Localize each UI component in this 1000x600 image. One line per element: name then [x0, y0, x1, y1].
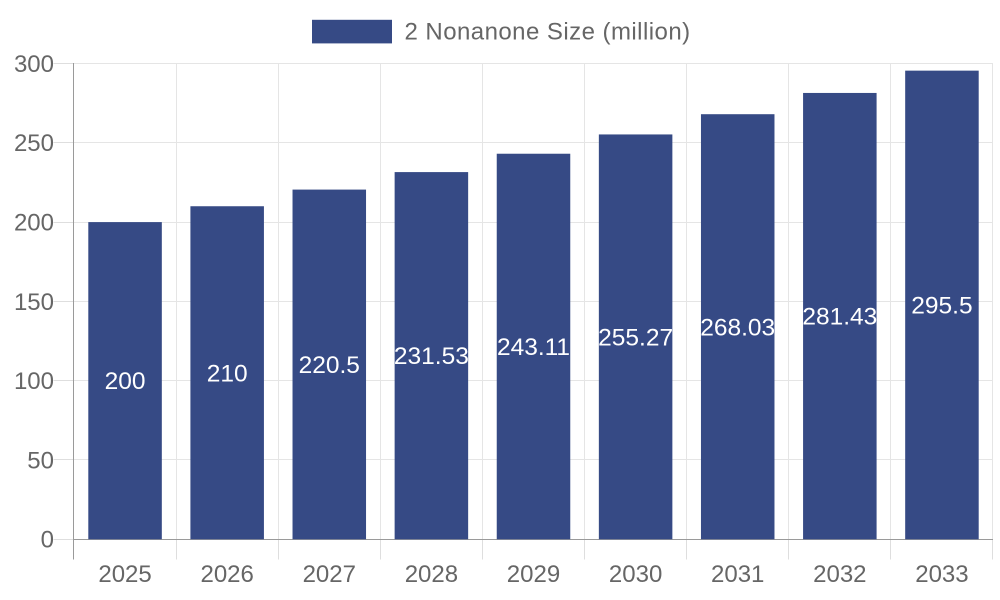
svg-text:220.5: 220.5 — [299, 352, 360, 379]
svg-text:295.5: 295.5 — [911, 292, 972, 319]
svg-text:200: 200 — [14, 210, 54, 237]
svg-text:2032: 2032 — [813, 561, 866, 588]
svg-text:231.53: 231.53 — [394, 343, 469, 370]
svg-text:2029: 2029 — [507, 561, 560, 588]
svg-text:2031: 2031 — [711, 561, 764, 588]
svg-text:210: 210 — [207, 360, 248, 387]
svg-text:0: 0 — [41, 527, 54, 554]
svg-text:100: 100 — [14, 368, 54, 395]
svg-text:2033: 2033 — [915, 561, 968, 588]
svg-text:2027: 2027 — [303, 561, 356, 588]
svg-text:300: 300 — [14, 51, 54, 78]
svg-text:2028: 2028 — [405, 561, 458, 588]
svg-text:2025: 2025 — [98, 561, 151, 588]
svg-text:200: 200 — [105, 368, 146, 395]
svg-text:255.27: 255.27 — [598, 324, 673, 351]
svg-text:243.11: 243.11 — [497, 334, 570, 361]
svg-text:281.43: 281.43 — [802, 304, 877, 331]
svg-text:2030: 2030 — [609, 561, 662, 588]
svg-text:268.03: 268.03 — [700, 314, 775, 341]
svg-text:2 Nonanone Size (million): 2 Nonanone Size (million) — [405, 18, 691, 45]
svg-text:150: 150 — [14, 289, 54, 316]
svg-text:2026: 2026 — [200, 561, 253, 588]
svg-text:50: 50 — [27, 447, 54, 474]
svg-text:250: 250 — [14, 130, 54, 157]
